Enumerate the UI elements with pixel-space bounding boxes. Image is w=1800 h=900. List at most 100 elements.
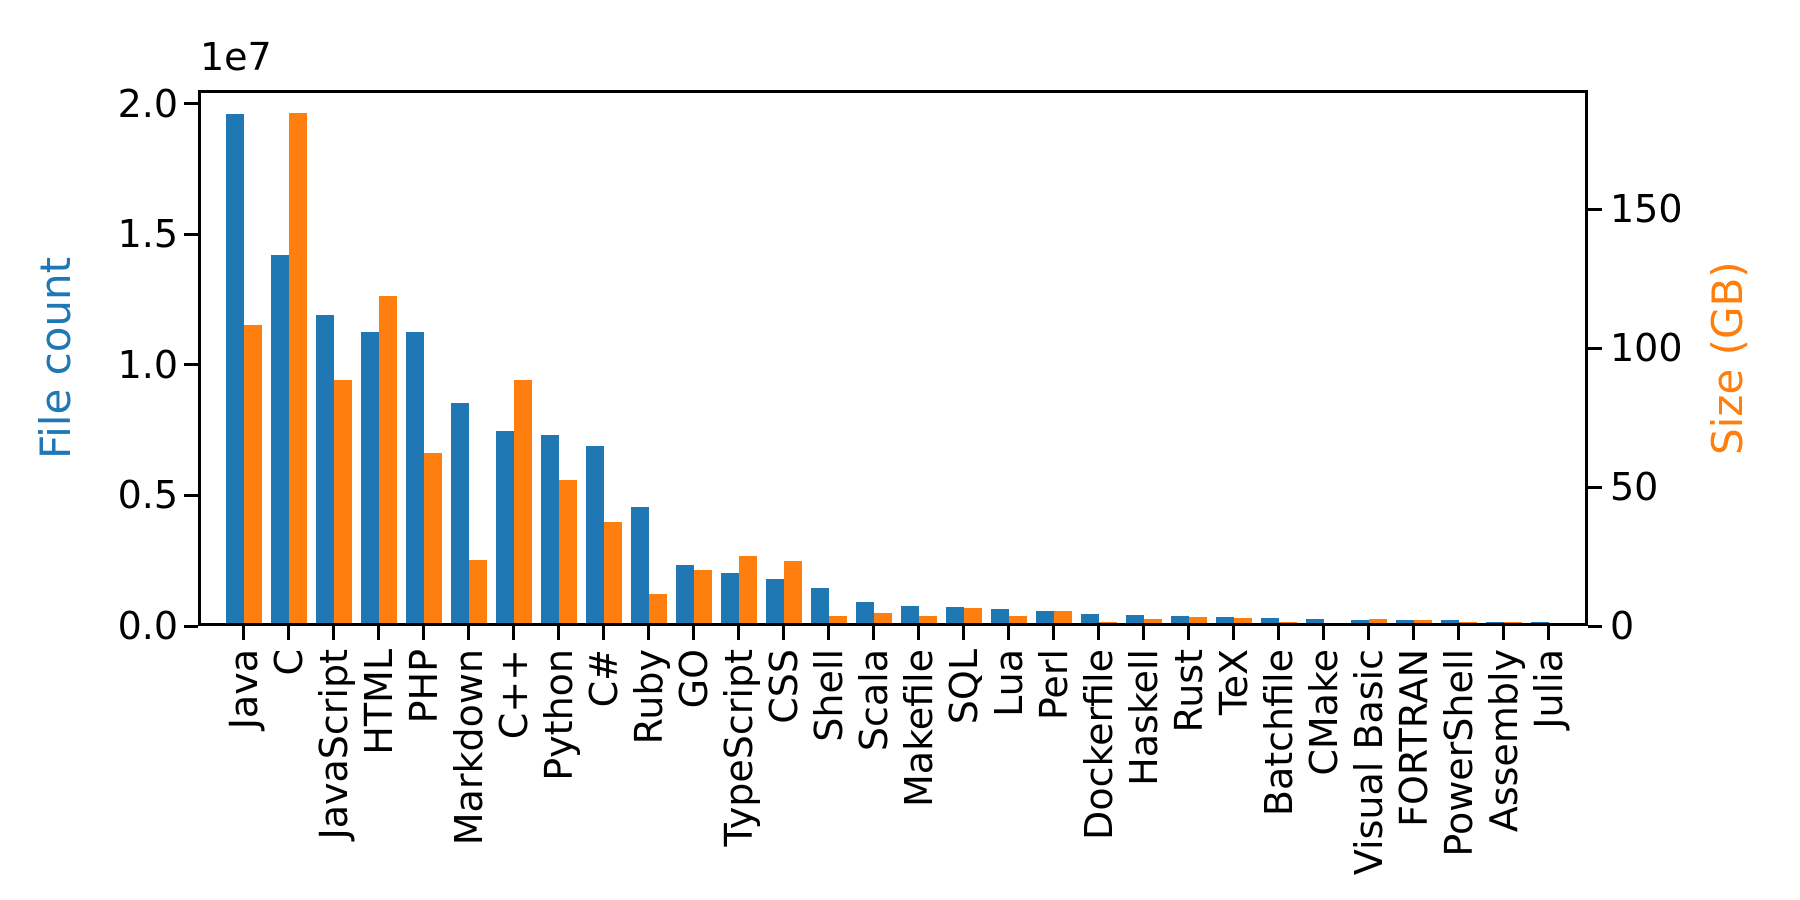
left-y-tick-mark [184,624,198,628]
x-tick-mark [917,626,920,640]
right-y-tick-label: 100 [1610,326,1683,371]
bar-filecount-shell [811,588,829,624]
right-y-tick-label: 50 [1610,465,1659,510]
x-tick-mark [647,626,650,640]
bar-size-ruby [649,594,667,624]
bar-size-visual-basic [1369,619,1387,624]
x-tick-mark [1502,626,1505,640]
bar-size-c++ [514,380,532,624]
x-tick-mark [1457,626,1460,640]
x-tick-mark [422,626,425,640]
x-tick-label: JavaScript [312,649,356,840]
x-tick-label: Java [222,649,266,730]
x-tick-mark [377,626,380,640]
right-y-tick-mark [1588,624,1602,628]
bar-filecount-tex [1216,617,1234,624]
bar-filecount-markdown [451,403,469,624]
x-tick-label: Scala [852,649,896,752]
x-tick-label: PHP [402,649,446,724]
x-tick-mark [1322,626,1325,640]
right-y-tick-label: 0 [1610,604,1635,648]
x-tick-mark [1007,626,1010,640]
x-tick-mark [1052,626,1055,640]
x-tick-mark [602,626,605,640]
x-tick-label: TypeScript [717,649,761,847]
bar-size-go [694,570,712,624]
left-y-tick-mark [184,493,198,497]
bars-layer [198,90,1588,624]
bar-filecount-assembly [1486,622,1504,624]
x-tick-label: SQL [942,649,986,725]
x-tick-label: Dockerfile [1077,649,1121,840]
bar-size-javascript [334,380,352,624]
bar-filecount-powershell [1441,620,1459,624]
bar-size-c# [604,522,622,624]
y-axis-offset-text: 1e7 [200,35,272,79]
x-tick-label: C++ [492,649,536,740]
left-y-tick-label: 2.0 [117,81,178,126]
x-tick-mark [1232,626,1235,640]
right-y-tick-label: 150 [1610,187,1683,232]
bar-size-makefile [919,616,937,624]
x-tick-label: Batchfile [1257,649,1301,817]
x-tick-label: Markdown [447,649,491,846]
bar-filecount-julia [1531,622,1549,624]
left-y-tick-label: 0.5 [117,473,178,518]
bar-size-markdown [469,560,487,624]
bar-filecount-c++ [496,431,514,624]
left-y-tick-mark [184,102,198,106]
bar-size-java [244,325,262,624]
bar-filecount-java [226,114,244,624]
x-tick-mark [872,626,875,640]
bar-filecount-makefile [901,606,919,624]
bar-size-scala [874,613,892,624]
x-tick-mark [287,626,290,640]
x-tick-mark [557,626,560,640]
bar-filecount-javascript [316,315,334,624]
x-tick-mark [782,626,785,640]
bar-filecount-perl [1036,611,1054,624]
bar-size-cmake [1324,623,1342,624]
x-tick-mark [737,626,740,640]
bar-filecount-typescript [721,573,739,624]
bar-size-assembly [1504,622,1522,624]
left-y-tick-mark [184,232,198,236]
x-tick-mark [1142,626,1145,640]
bar-filecount-fortran [1396,620,1414,624]
bar-filecount-rust [1171,616,1189,624]
x-tick-label: HTML [357,649,401,755]
bar-filecount-php [406,332,424,624]
bar-size-julia [1549,623,1567,624]
x-tick-label: CMake [1302,649,1346,776]
left-y-tick-label: 1.0 [117,342,178,387]
x-tick-label: C [267,649,311,676]
x-tick-label: CSS [762,649,806,724]
bar-filecount-haskell [1126,615,1144,624]
x-tick-label: PowerShell [1437,649,1481,857]
right-y-tick-mark [1588,207,1602,211]
x-tick-label: GO [672,649,716,709]
x-tick-label: Haskell [1122,649,1166,786]
bar-filecount-c [271,255,289,624]
bar-size-haskell [1144,619,1162,624]
bar-size-c [289,113,307,624]
bar-size-lua [1009,616,1027,624]
x-tick-mark [1277,626,1280,640]
bar-filecount-visual-basic [1351,620,1369,624]
bar-filecount-sql [946,607,964,624]
right-y-tick-mark [1588,485,1602,489]
x-tick-mark [827,626,830,640]
bar-filecount-css [766,579,784,624]
bar-size-tex [1234,618,1252,624]
bar-size-rust [1189,617,1207,624]
bar-size-shell [829,616,847,624]
bar-size-python [559,480,577,624]
bar-filecount-ruby [631,507,649,624]
x-tick-mark [512,626,515,640]
bar-filecount-batchfile [1261,618,1279,624]
left-y-tick-label: 0.0 [117,604,178,648]
left-y-tick-mark [184,363,198,367]
bar-filecount-lua [991,609,1009,624]
x-tick-label: Makefile [897,649,941,807]
